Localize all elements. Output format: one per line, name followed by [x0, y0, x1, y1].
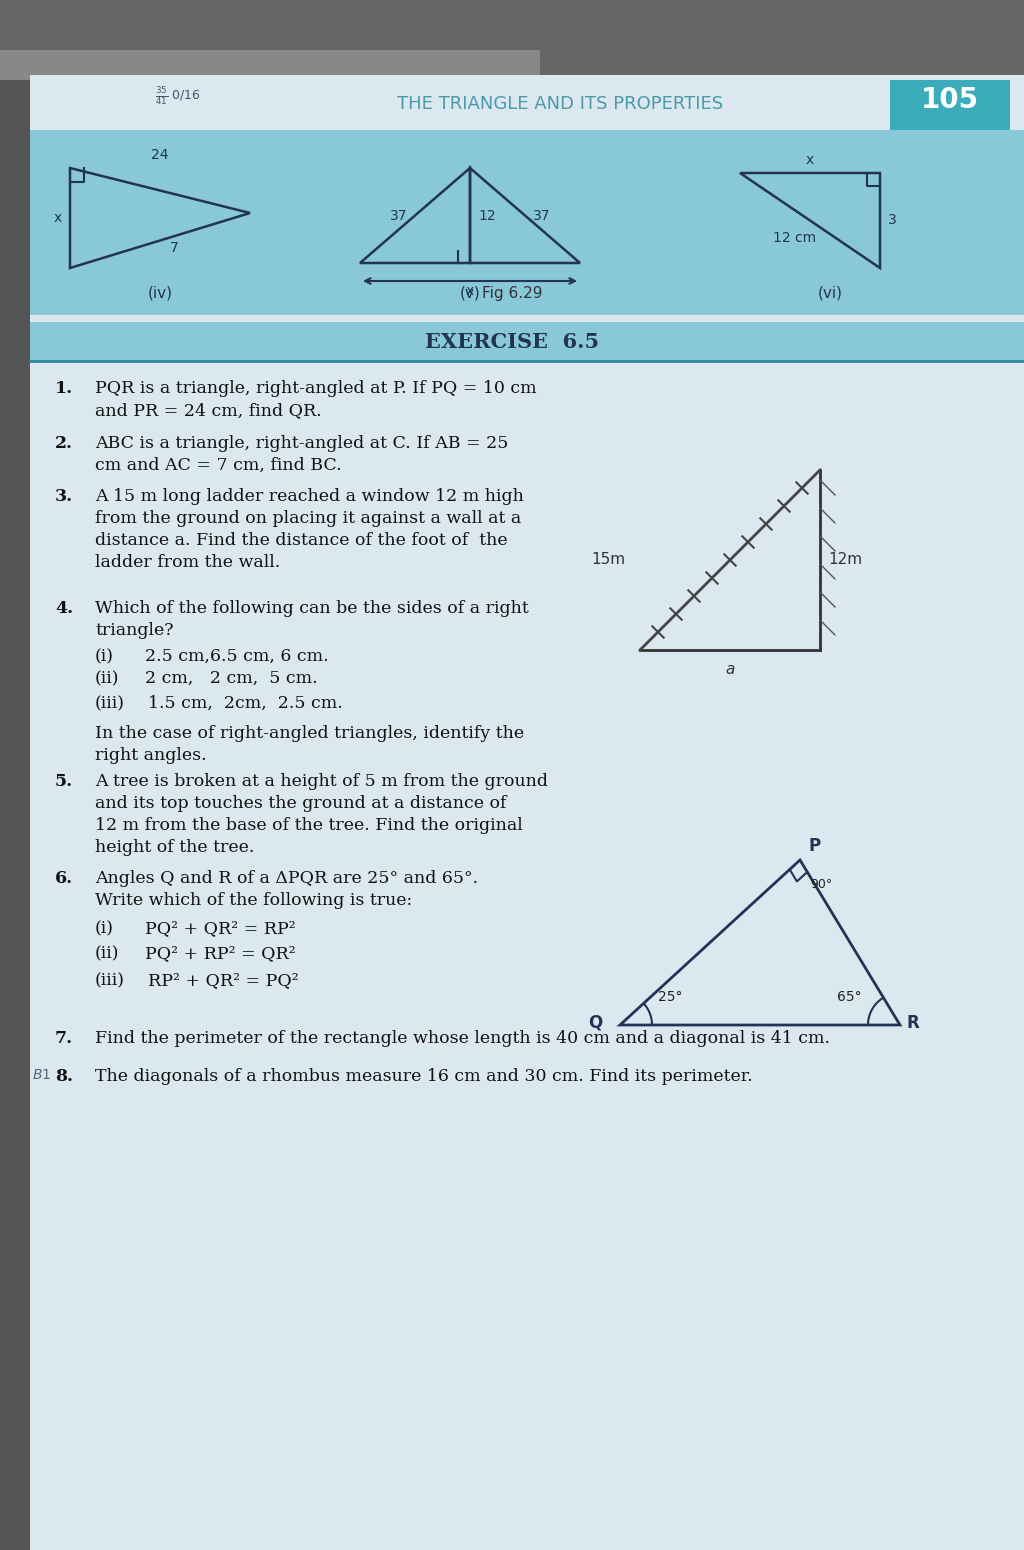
Text: (ii): (ii): [95, 670, 120, 687]
Text: 2.: 2.: [55, 436, 73, 453]
Text: 37: 37: [534, 209, 551, 223]
Text: 1.: 1.: [55, 380, 73, 397]
Bar: [30, 322, 1024, 363]
Text: 25°: 25°: [658, 990, 683, 1004]
Text: R: R: [906, 1014, 919, 1032]
Text: 12: 12: [478, 209, 496, 223]
Text: (i): (i): [95, 921, 114, 938]
Text: 90°: 90°: [810, 877, 833, 891]
Bar: [30, 363, 1024, 1550]
Text: height of the tree.: height of the tree.: [95, 839, 254, 856]
Bar: [30, 74, 1024, 130]
Text: triangle?: triangle?: [95, 622, 173, 639]
Text: x: x: [54, 211, 62, 225]
Text: 7: 7: [170, 242, 179, 256]
Text: Write which of the following is true:: Write which of the following is true:: [95, 891, 413, 908]
Text: 3.: 3.: [55, 488, 73, 505]
Bar: [0, 50, 540, 81]
Text: 12 cm: 12 cm: [773, 231, 816, 245]
Text: Q: Q: [588, 1014, 602, 1032]
Text: Angles Q and R of a ΔPQR are 25° and 65°.: Angles Q and R of a ΔPQR are 25° and 65°…: [95, 870, 478, 887]
Text: (iv): (iv): [147, 287, 172, 301]
Text: P: P: [808, 837, 820, 856]
Text: 8.: 8.: [55, 1068, 73, 1085]
Text: x: x: [806, 153, 814, 167]
Text: 12 m from the base of the tree. Find the original: 12 m from the base of the tree. Find the…: [95, 817, 522, 834]
Text: 2.5 cm,6.5 cm, 6 cm.: 2.5 cm,6.5 cm, 6 cm.: [145, 648, 329, 665]
Text: PQ² + QR² = RP²: PQ² + QR² = RP²: [145, 921, 296, 938]
Text: (iii): (iii): [95, 694, 125, 711]
Text: $\frac{35}{41}$ 0/16: $\frac{35}{41}$ 0/16: [155, 85, 201, 107]
Text: ladder from the wall.: ladder from the wall.: [95, 553, 281, 570]
Text: PQR is a triangle, right-angled at P. If PQ = 10 cm: PQR is a triangle, right-angled at P. If…: [95, 380, 537, 397]
Text: cm and AC = 7 cm, find BC.: cm and AC = 7 cm, find BC.: [95, 457, 342, 474]
Text: 5.: 5.: [55, 773, 73, 791]
Text: 4.: 4.: [55, 600, 73, 617]
Text: and its top touches the ground at a distance of: and its top touches the ground at a dist…: [95, 795, 507, 812]
Bar: [0, 0, 1024, 74]
Text: RP² + QR² = PQ²: RP² + QR² = PQ²: [148, 972, 299, 989]
Text: 65°: 65°: [838, 990, 862, 1004]
Text: a: a: [725, 662, 734, 677]
Text: 3: 3: [888, 214, 897, 228]
Text: (ii): (ii): [95, 946, 120, 963]
Text: A tree is broken at a height of 5 m from the ground: A tree is broken at a height of 5 m from…: [95, 773, 548, 791]
Text: PQ² + RP² = QR²: PQ² + RP² = QR²: [145, 946, 296, 963]
Text: Find the perimeter of the rectangle whose length is 40 cm and a diagonal is 41 c: Find the perimeter of the rectangle whos…: [95, 1031, 830, 1046]
Text: 15m: 15m: [591, 552, 625, 567]
Text: EXERCISE  6.5: EXERCISE 6.5: [425, 332, 599, 352]
Text: In the case of right-angled triangles, identify the: In the case of right-angled triangles, i…: [95, 725, 524, 742]
Text: distance a. Find the distance of the foot of  the: distance a. Find the distance of the foo…: [95, 532, 508, 549]
Bar: [890, 81, 1010, 130]
Text: (iii): (iii): [95, 972, 125, 989]
Text: 2 cm,   2 cm,  5 cm.: 2 cm, 2 cm, 5 cm.: [145, 670, 317, 687]
Text: from the ground on placing it against a wall at a: from the ground on placing it against a …: [95, 510, 521, 527]
Text: The diagonals of a rhombus measure 16 cm and 30 cm. Find its perimeter.: The diagonals of a rhombus measure 16 cm…: [95, 1068, 753, 1085]
Text: A 15 m long ladder reached a window 12 m high: A 15 m long ladder reached a window 12 m…: [95, 488, 524, 505]
Text: 37: 37: [389, 209, 407, 223]
Text: (vi): (vi): [817, 287, 843, 301]
Text: Which of the following can be the sides of a right: Which of the following can be the sides …: [95, 600, 528, 617]
Text: right angles.: right angles.: [95, 747, 207, 764]
Text: 24: 24: [152, 147, 169, 163]
Text: and PR = 24 cm, find QR.: and PR = 24 cm, find QR.: [95, 401, 322, 418]
Text: THE TRIANGLE AND ITS PROPERTIES: THE TRIANGLE AND ITS PROPERTIES: [397, 95, 723, 113]
Text: 12m: 12m: [828, 552, 862, 567]
Text: Fig 6.29: Fig 6.29: [481, 287, 543, 301]
Text: $\mathit{B1}$: $\mathit{B1}$: [32, 1068, 51, 1082]
Text: x: x: [466, 284, 474, 298]
Text: 7.: 7.: [55, 1031, 73, 1046]
Text: ABC is a triangle, right-angled at C. If AB = 25: ABC is a triangle, right-angled at C. If…: [95, 436, 508, 453]
Text: 6.: 6.: [55, 870, 73, 887]
Text: 105: 105: [921, 85, 979, 115]
Text: 1.5 cm,  2cm,  2.5 cm.: 1.5 cm, 2cm, 2.5 cm.: [148, 694, 343, 711]
Text: (i): (i): [95, 648, 114, 665]
Text: (v): (v): [460, 287, 480, 301]
Bar: [30, 130, 1024, 315]
